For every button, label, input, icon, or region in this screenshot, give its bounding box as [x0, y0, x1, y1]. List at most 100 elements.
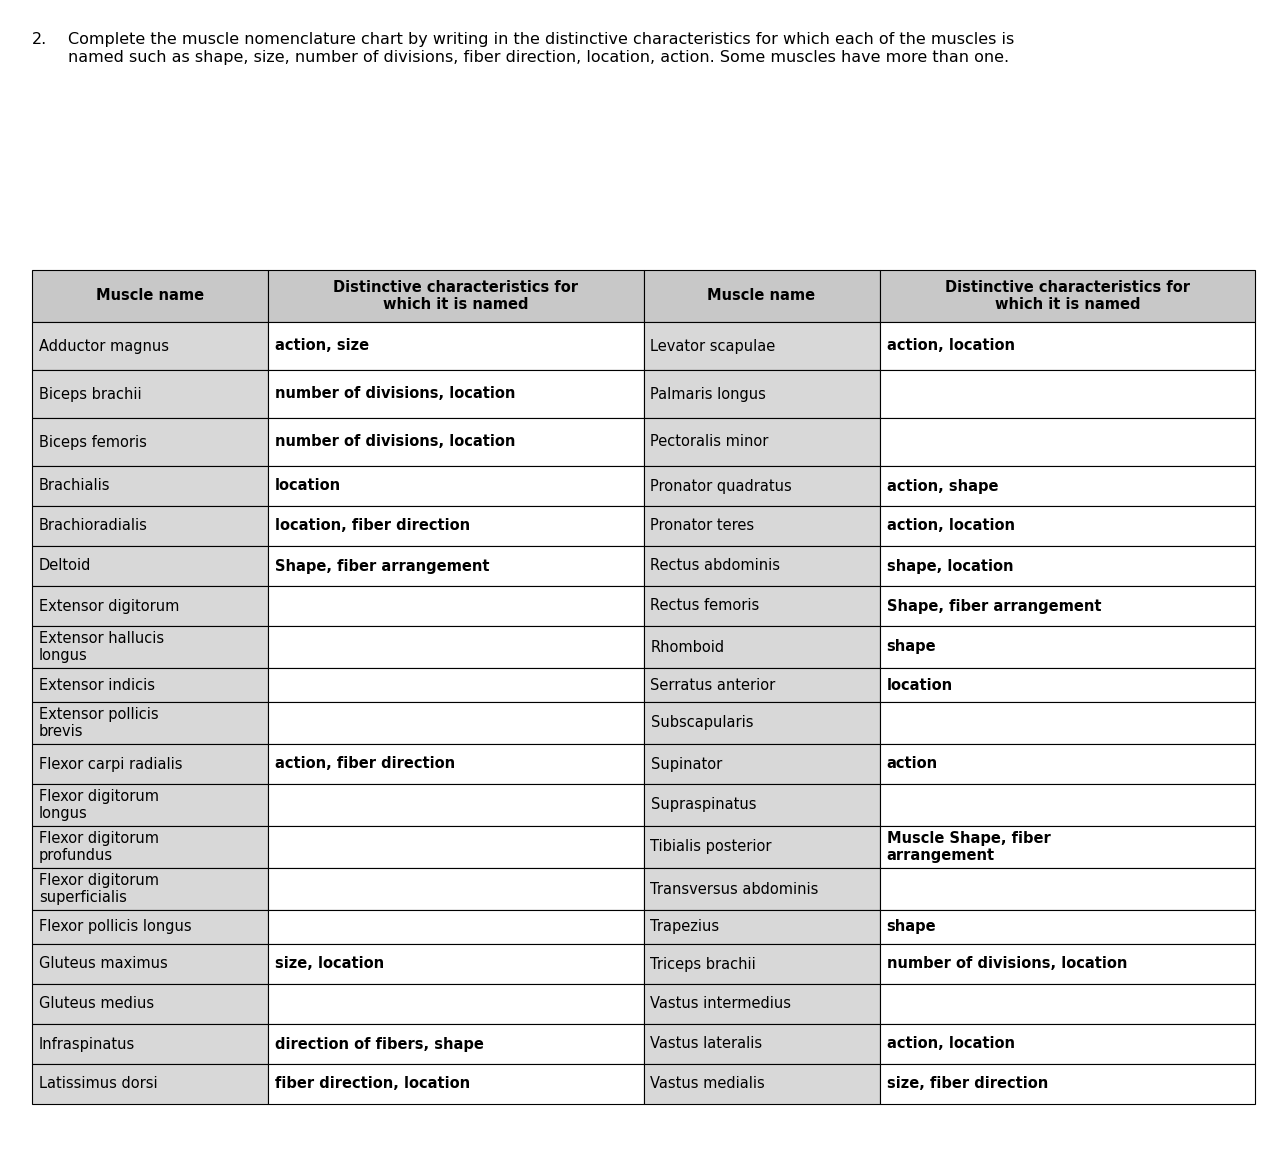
Text: Biceps brachii: Biceps brachii [38, 386, 142, 401]
Bar [879, 417, 1254, 466]
Text: Adductor magnus: Adductor magnus [38, 338, 169, 353]
Text: number of divisions, location: number of divisions, location [275, 386, 516, 401]
Text: action, location: action, location [887, 1036, 1015, 1051]
Text: location: location [887, 677, 952, 692]
Bar [879, 702, 1254, 744]
Bar [879, 784, 1254, 826]
Text: location, fiber direction: location, fiber direction [275, 519, 470, 534]
Bar [644, 270, 879, 322]
Text: Serratus anterior: Serratus anterior [650, 677, 776, 692]
Text: action, location: action, location [887, 519, 1015, 534]
Text: Distinctive characteristics for
which it is named: Distinctive characteristics for which it… [945, 279, 1190, 312]
Bar [268, 466, 644, 506]
Bar [268, 826, 644, 868]
Bar [644, 506, 879, 546]
Bar [644, 668, 879, 702]
Bar [879, 868, 1254, 910]
Text: Rectus abdominis: Rectus abdominis [650, 559, 781, 574]
Bar [644, 702, 879, 744]
Text: Pronator teres: Pronator teres [650, 519, 755, 534]
Bar [879, 1064, 1254, 1104]
Bar [32, 868, 268, 910]
Text: Trapezius: Trapezius [650, 920, 719, 935]
Text: Vastus medialis: Vastus medialis [650, 1076, 765, 1091]
Text: Tibialis posterior: Tibialis posterior [650, 840, 772, 854]
Text: Flexor digitorum
longus: Flexor digitorum longus [38, 789, 159, 821]
Bar [879, 506, 1254, 546]
Bar [268, 1024, 644, 1064]
Bar [879, 586, 1254, 626]
Bar [268, 1064, 644, 1104]
Bar [268, 944, 644, 984]
Bar [268, 322, 644, 370]
Bar [268, 984, 644, 1024]
Bar [32, 984, 268, 1024]
Text: size, fiber direction: size, fiber direction [887, 1076, 1048, 1091]
Text: number of divisions, location: number of divisions, location [887, 957, 1126, 972]
Bar [879, 1024, 1254, 1064]
Bar [644, 466, 879, 506]
Text: fiber direction, location: fiber direction, location [275, 1076, 470, 1091]
Text: Supinator: Supinator [650, 757, 722, 772]
Text: Shape, fiber arrangement: Shape, fiber arrangement [887, 598, 1101, 613]
Bar [268, 586, 644, 626]
Bar [268, 702, 644, 744]
Bar [268, 506, 644, 546]
Text: Levator scapulae: Levator scapulae [650, 338, 776, 353]
Bar [644, 626, 879, 668]
Bar [644, 322, 879, 370]
Text: Brachialis: Brachialis [38, 478, 110, 493]
Bar [268, 668, 644, 702]
Bar [268, 868, 644, 910]
Bar [879, 668, 1254, 702]
Text: action, shape: action, shape [887, 478, 998, 493]
Text: shape: shape [887, 920, 936, 935]
Text: Distinctive characteristics for
which it is named: Distinctive characteristics for which it… [333, 279, 579, 312]
Text: Muscle Shape, fiber
arrangement: Muscle Shape, fiber arrangement [887, 830, 1051, 864]
Bar [644, 1024, 879, 1064]
Text: Flexor pollicis longus: Flexor pollicis longus [38, 920, 192, 935]
Bar [32, 744, 268, 784]
Bar [32, 322, 268, 370]
Text: Latissimus dorsi: Latissimus dorsi [38, 1076, 157, 1091]
Text: Extensor indicis: Extensor indicis [38, 677, 155, 692]
Text: Pectoralis minor: Pectoralis minor [650, 435, 769, 450]
Bar [32, 1024, 268, 1064]
Bar [879, 826, 1254, 868]
Bar [879, 944, 1254, 984]
Text: named such as shape, size, number of divisions, fiber direction, location, actio: named such as shape, size, number of div… [68, 49, 1009, 66]
Text: Flexor digitorum
superficialis: Flexor digitorum superficialis [38, 873, 159, 905]
Bar [32, 506, 268, 546]
Text: direction of fibers, shape: direction of fibers, shape [275, 1036, 484, 1051]
Bar [268, 626, 644, 668]
Bar [879, 322, 1254, 370]
Bar [32, 668, 268, 702]
Bar [268, 546, 644, 586]
Text: Pronator quadratus: Pronator quadratus [650, 478, 792, 493]
Bar [879, 270, 1254, 322]
Text: 2.: 2. [32, 32, 47, 47]
Text: size, location: size, location [275, 957, 384, 972]
Text: location: location [275, 478, 342, 493]
Bar [268, 744, 644, 784]
Bar [32, 944, 268, 984]
Text: number of divisions, location: number of divisions, location [275, 435, 516, 450]
Bar [32, 417, 268, 466]
Bar [644, 586, 879, 626]
Bar [644, 546, 879, 586]
Text: Shape, fiber arrangement: Shape, fiber arrangement [275, 559, 489, 574]
Bar [32, 586, 268, 626]
Bar [879, 626, 1254, 668]
Bar [268, 370, 644, 417]
Text: action, fiber direction: action, fiber direction [275, 757, 456, 772]
Text: Deltoid: Deltoid [38, 559, 91, 574]
Bar [32, 826, 268, 868]
Bar [644, 944, 879, 984]
Text: Biceps femoris: Biceps femoris [38, 435, 147, 450]
Text: Palmaris longus: Palmaris longus [650, 386, 767, 401]
Text: Vastus intermedius: Vastus intermedius [650, 997, 791, 1012]
Text: Extensor pollicis
brevis: Extensor pollicis brevis [38, 707, 159, 739]
Bar [879, 910, 1254, 944]
Text: action, size: action, size [275, 338, 369, 353]
Bar [32, 546, 268, 586]
